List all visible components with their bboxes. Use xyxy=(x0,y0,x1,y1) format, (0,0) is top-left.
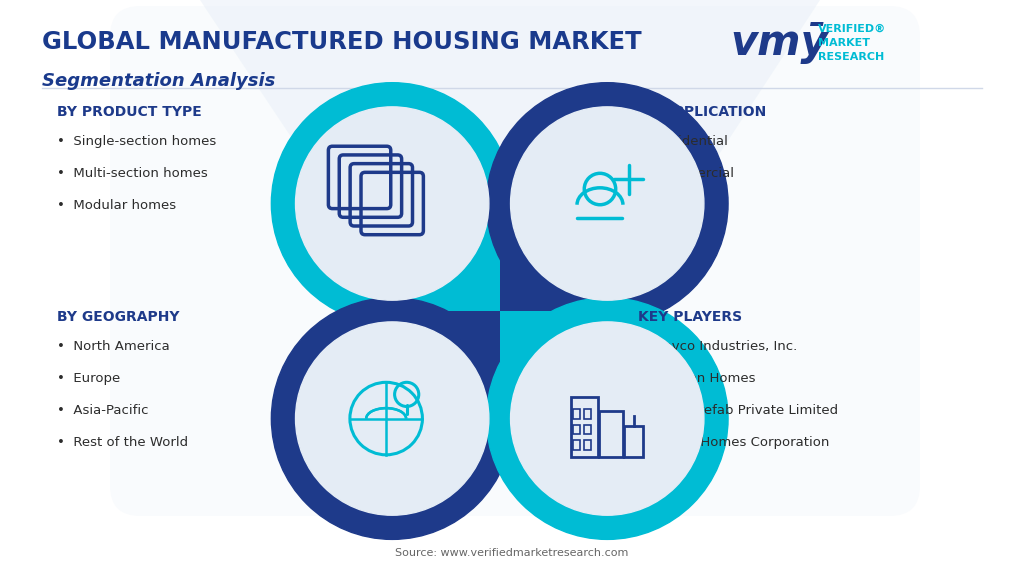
Text: •  Rest of the World: • Rest of the World xyxy=(57,436,188,449)
Text: vmȳ: vmȳ xyxy=(730,22,827,64)
Text: •  Schult Homes Corporation: • Schult Homes Corporation xyxy=(638,436,829,449)
Bar xyxy=(571,397,598,457)
Text: VERIFIED®: VERIFIED® xyxy=(818,24,886,34)
Circle shape xyxy=(511,322,703,515)
Text: BY GEOGRAPHY: BY GEOGRAPHY xyxy=(57,310,179,324)
FancyBboxPatch shape xyxy=(110,6,920,516)
Bar xyxy=(572,409,580,419)
Circle shape xyxy=(486,83,728,324)
Bar xyxy=(572,440,580,450)
Bar xyxy=(500,193,618,311)
Text: •  Clayton Homes: • Clayton Homes xyxy=(638,372,756,385)
Text: •  Asia-Pacific: • Asia-Pacific xyxy=(57,404,148,417)
Text: KEY PLAYERS: KEY PLAYERS xyxy=(638,310,742,324)
Text: Source: www.verifiedmarketresearch.com: Source: www.verifiedmarketresearch.com xyxy=(395,548,629,558)
Text: MARKET: MARKET xyxy=(818,38,870,48)
Bar xyxy=(500,311,618,429)
Circle shape xyxy=(511,107,703,300)
Text: •  North America: • North America xyxy=(57,340,170,353)
Bar xyxy=(584,440,591,450)
Text: GLOBAL MANUFACTURED HOUSING MARKET: GLOBAL MANUFACTURED HOUSING MARKET xyxy=(42,30,642,54)
Text: •  Epac Prefab Private Limited: • Epac Prefab Private Limited xyxy=(638,404,838,417)
Text: Segmentation Analysis: Segmentation Analysis xyxy=(42,72,275,90)
Text: •  Commercial: • Commercial xyxy=(638,167,734,180)
Text: •  Europe: • Europe xyxy=(57,372,120,385)
Bar xyxy=(584,409,591,419)
Circle shape xyxy=(271,83,513,324)
Circle shape xyxy=(296,107,488,300)
Bar xyxy=(381,311,500,429)
Text: BY PRODUCT TYPE: BY PRODUCT TYPE xyxy=(57,105,202,119)
Bar xyxy=(572,425,580,434)
Text: •  Modular homes: • Modular homes xyxy=(57,199,176,212)
Bar xyxy=(584,425,591,434)
Text: •  Residential: • Residential xyxy=(638,135,728,148)
Circle shape xyxy=(271,298,513,539)
Circle shape xyxy=(296,322,488,515)
Text: RESEARCH: RESEARCH xyxy=(818,52,885,62)
Bar xyxy=(599,411,623,457)
Polygon shape xyxy=(200,0,820,376)
Text: •  Single-section homes: • Single-section homes xyxy=(57,135,216,148)
Text: •  Cavco Industries, Inc.: • Cavco Industries, Inc. xyxy=(638,340,798,353)
Text: •  Multi-section homes: • Multi-section homes xyxy=(57,167,208,180)
Bar xyxy=(381,193,500,311)
Bar xyxy=(625,426,643,457)
Text: BY APPLICATION: BY APPLICATION xyxy=(638,105,766,119)
Circle shape xyxy=(486,298,728,539)
